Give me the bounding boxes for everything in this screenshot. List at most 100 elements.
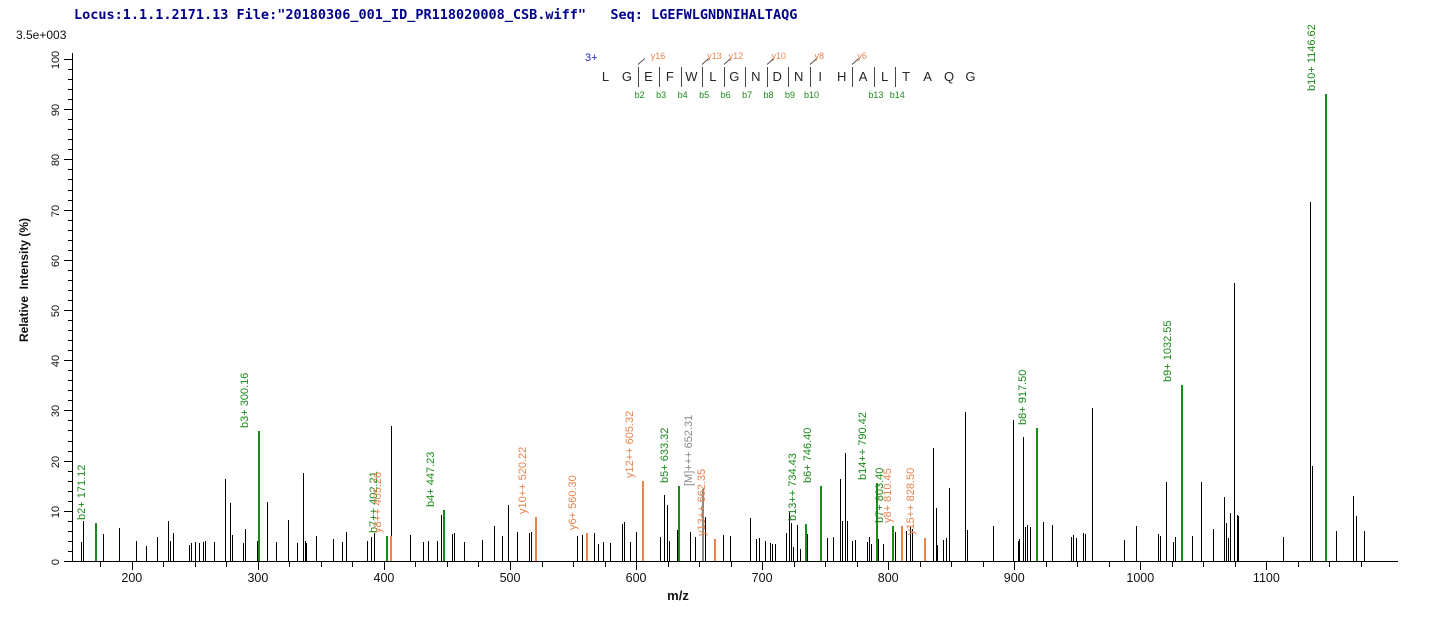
peak	[912, 529, 914, 561]
y-tick	[68, 169, 72, 171]
y-tick	[68, 249, 72, 251]
y-tick	[64, 159, 72, 161]
peak	[305, 541, 307, 561]
peak-label: b3+ 300.16	[239, 372, 252, 428]
peak	[1191, 536, 1193, 561]
peak	[1336, 530, 1338, 561]
x-tick	[604, 562, 606, 567]
cleavage-marker	[723, 67, 725, 87]
peak-label: y6+ 560.30	[567, 475, 579, 531]
cleavage-marker	[873, 67, 875, 87]
peak	[851, 541, 853, 561]
x-tick	[793, 562, 795, 567]
peak	[1236, 515, 1238, 561]
x-tick	[982, 562, 984, 567]
x-tick	[320, 562, 322, 567]
peak-label: y8++ 405.26	[371, 471, 384, 533]
peak	[756, 539, 758, 561]
y-ion-label: y10	[771, 51, 787, 61]
y-tick	[68, 540, 72, 542]
x-tick-label: 1000	[1126, 571, 1155, 585]
peak	[704, 516, 706, 561]
peak	[1175, 537, 1177, 561]
labeled-peak	[642, 480, 645, 561]
y-tick	[68, 139, 72, 141]
y-tick	[68, 530, 72, 532]
x-tick	[1077, 562, 1079, 567]
peak	[935, 508, 937, 561]
labeled-peak	[892, 525, 894, 561]
peak	[346, 532, 347, 561]
peak	[1355, 515, 1357, 561]
x-tick	[1045, 562, 1047, 567]
peak	[1071, 536, 1072, 561]
peak	[1017, 540, 1019, 561]
peak	[1136, 526, 1137, 561]
cleavage-marker	[809, 67, 811, 87]
cleavage-marker	[788, 67, 789, 87]
x-tick-label: 700	[751, 571, 773, 585]
labeled-peak	[585, 533, 588, 561]
sequence-residue: N	[794, 69, 804, 84]
sequence-residue: D	[772, 69, 782, 84]
labeled-peak	[94, 523, 97, 561]
peak	[529, 533, 531, 561]
peak	[690, 531, 692, 561]
sequence-residue: L	[601, 69, 610, 84]
y-tick	[68, 340, 72, 342]
labeled-peak	[701, 489, 704, 561]
peak	[302, 473, 304, 561]
y-tick	[68, 289, 72, 291]
y-tick	[68, 400, 72, 402]
peak-label: y8+ 810.45	[882, 468, 895, 523]
peak	[245, 529, 247, 561]
x-tick	[1171, 562, 1173, 567]
y-tick-label: 60	[50, 254, 62, 267]
peak	[453, 532, 455, 561]
x-tick	[699, 562, 701, 567]
b-ion-label: b5	[699, 90, 710, 100]
peak	[630, 542, 631, 561]
peak	[895, 531, 897, 561]
peak	[1228, 538, 1230, 561]
peak	[481, 540, 483, 561]
x-tick	[415, 562, 417, 567]
peak	[452, 534, 454, 561]
peak	[1226, 523, 1227, 561]
y-tick	[68, 219, 72, 221]
x-tick	[667, 562, 669, 567]
labeled-peak	[1035, 428, 1038, 561]
labeled-peak	[805, 524, 807, 561]
x-tick	[919, 562, 921, 567]
peak	[1022, 436, 1024, 561]
peak	[1160, 536, 1162, 561]
sequence-residue: Q	[943, 69, 955, 84]
peak	[730, 536, 731, 561]
peak	[786, 532, 788, 561]
y-ion-label: y6	[857, 51, 867, 61]
x-axis-title: m/z	[667, 588, 689, 603]
y-tick	[68, 279, 72, 281]
x-tick-label: 600	[625, 571, 647, 585]
peak	[695, 537, 697, 561]
x-tick	[951, 562, 953, 567]
peak	[156, 536, 158, 561]
peak	[883, 544, 885, 561]
peak	[1052, 525, 1054, 561]
y-tick	[68, 199, 72, 201]
x-tick	[1108, 562, 1110, 567]
labeled-peak	[900, 525, 903, 561]
peak	[664, 495, 666, 561]
peak	[723, 535, 725, 561]
y-tick	[68, 480, 72, 482]
x-tick	[1360, 562, 1362, 567]
peak	[847, 521, 849, 561]
peak	[366, 541, 368, 561]
x-tick	[856, 562, 858, 567]
b-ion-label: b10	[803, 90, 820, 100]
peak	[621, 524, 623, 561]
cleavage-marker	[702, 67, 704, 87]
x-tick	[541, 562, 543, 567]
peak	[1019, 539, 1021, 561]
peak	[992, 525, 994, 561]
